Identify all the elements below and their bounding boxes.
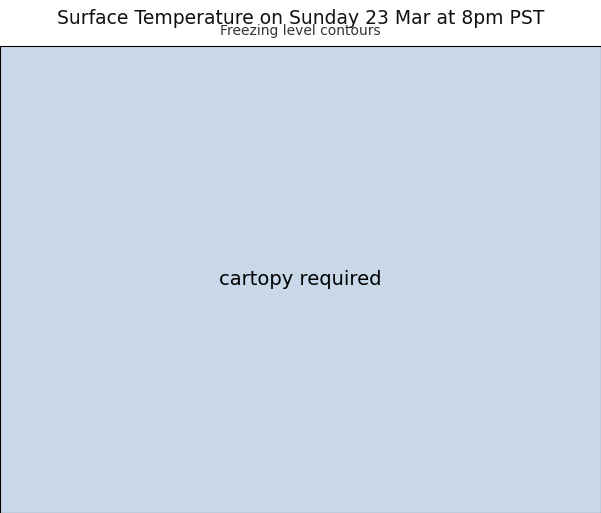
Text: Surface Temperature on Sunday 23 Mar at 8pm PST: Surface Temperature on Sunday 23 Mar at … [57,9,544,28]
Text: Freezing level contours: Freezing level contours [220,24,381,38]
Text: cartopy required: cartopy required [219,270,382,289]
